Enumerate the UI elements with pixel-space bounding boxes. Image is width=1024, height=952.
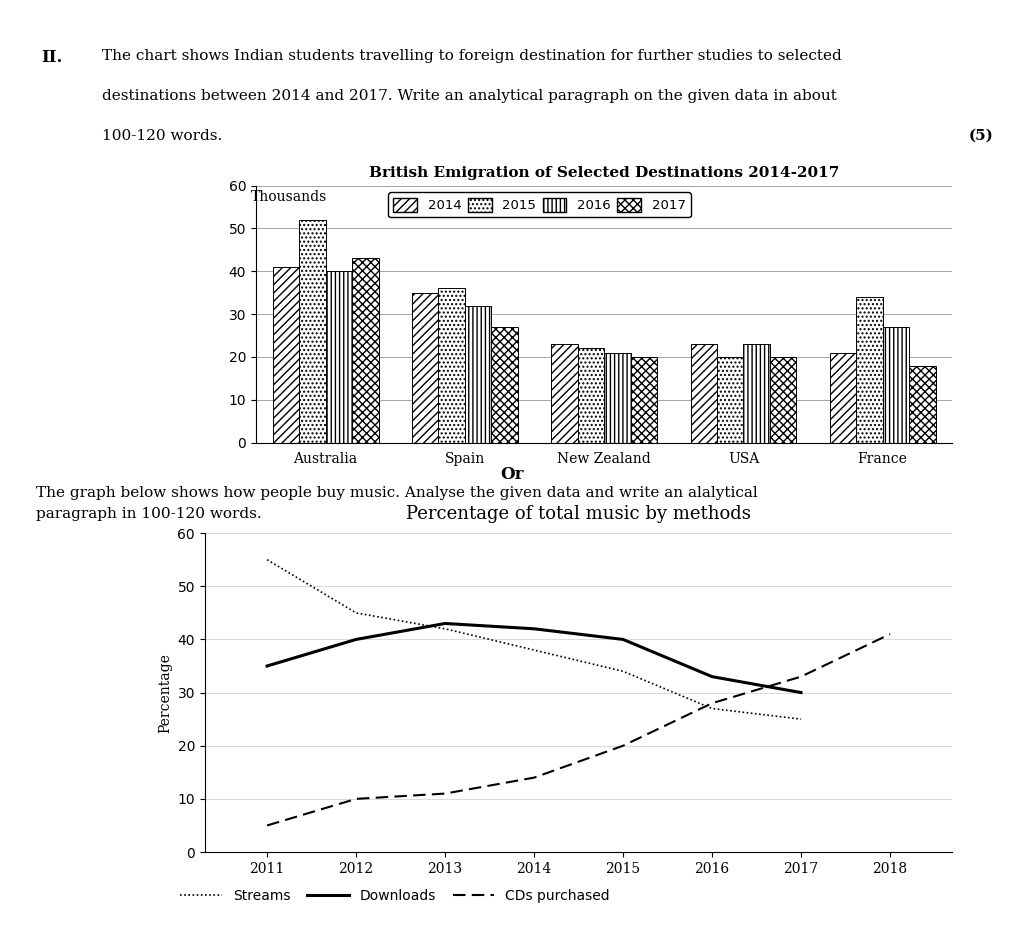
Bar: [856, 297, 883, 443]
Bar: [604, 353, 631, 443]
Text: 100-120 words.: 100-120 words.: [102, 129, 222, 143]
Bar: [690, 344, 717, 443]
Text: paragraph in 100-120 words.: paragraph in 100-120 words.: [36, 507, 261, 522]
Bar: [631, 357, 657, 443]
Bar: [883, 327, 909, 443]
Bar: [492, 327, 518, 443]
Bar: [770, 357, 797, 443]
Bar: [352, 258, 379, 443]
Bar: [299, 220, 326, 443]
Title: British Emigration of Selected Destinations 2014-2017: British Emigration of Selected Destinati…: [369, 167, 840, 180]
Bar: [412, 293, 438, 443]
Text: Or: Or: [501, 466, 523, 484]
Bar: [551, 344, 578, 443]
Bar: [578, 348, 604, 443]
Y-axis label: Percentage: Percentage: [158, 653, 172, 732]
Text: II.: II.: [41, 49, 62, 66]
Text: Thousands: Thousands: [251, 190, 327, 205]
Bar: [272, 268, 299, 443]
Bar: [326, 271, 352, 443]
Text: (5): (5): [969, 129, 993, 143]
Legend: 2014, 2015, 2016, 2017: 2014, 2015, 2016, 2017: [388, 192, 691, 217]
Bar: [717, 357, 743, 443]
Bar: [909, 366, 936, 443]
Title: Percentage of total music by methods: Percentage of total music by methods: [407, 506, 751, 524]
Legend: Streams, Downloads, CDs purchased: Streams, Downloads, CDs purchased: [174, 883, 615, 909]
Text: The chart shows Indian students travelling to foreign destination for further st: The chart shows Indian students travelli…: [102, 49, 842, 63]
Text: The graph below shows how people buy music. Analyse the given data and write an : The graph below shows how people buy mus…: [36, 486, 758, 500]
Bar: [465, 306, 492, 443]
Bar: [438, 288, 465, 443]
Text: destinations between 2014 and 2017. Write an analytical paragraph on the given d: destinations between 2014 and 2017. Writ…: [102, 89, 838, 103]
Bar: [743, 344, 770, 443]
Bar: [829, 353, 856, 443]
